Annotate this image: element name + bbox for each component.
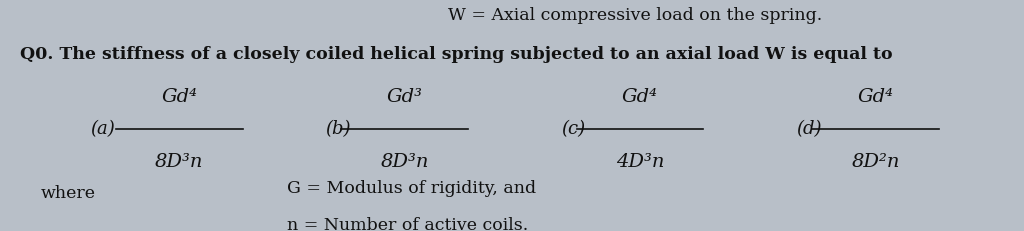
Text: (d): (d)	[797, 120, 821, 138]
Text: Gd⁴: Gd⁴	[857, 88, 894, 106]
Text: (c): (c)	[561, 120, 586, 138]
Text: Gd³: Gd³	[386, 88, 423, 106]
Text: 8D³n: 8D³n	[155, 153, 204, 171]
Text: where: where	[41, 185, 96, 202]
Text: Gd⁴: Gd⁴	[622, 88, 658, 106]
Text: (a): (a)	[90, 120, 115, 138]
Text: n = Number of active coils.: n = Number of active coils.	[287, 217, 528, 231]
Text: 8D³n: 8D³n	[380, 153, 429, 171]
Text: G = Modulus of rigidity, and: G = Modulus of rigidity, and	[287, 180, 536, 197]
Text: Gd⁴: Gd⁴	[161, 88, 198, 106]
Text: (b): (b)	[326, 120, 350, 138]
Text: Q0. The stiffness of a closely coiled helical spring subjected to an axial load : Q0. The stiffness of a closely coiled he…	[20, 46, 893, 63]
Text: 4D³n: 4D³n	[615, 153, 665, 171]
Text: 8D²n: 8D²n	[851, 153, 900, 171]
Text: W = Axial compressive load on the spring.: W = Axial compressive load on the spring…	[447, 7, 822, 24]
